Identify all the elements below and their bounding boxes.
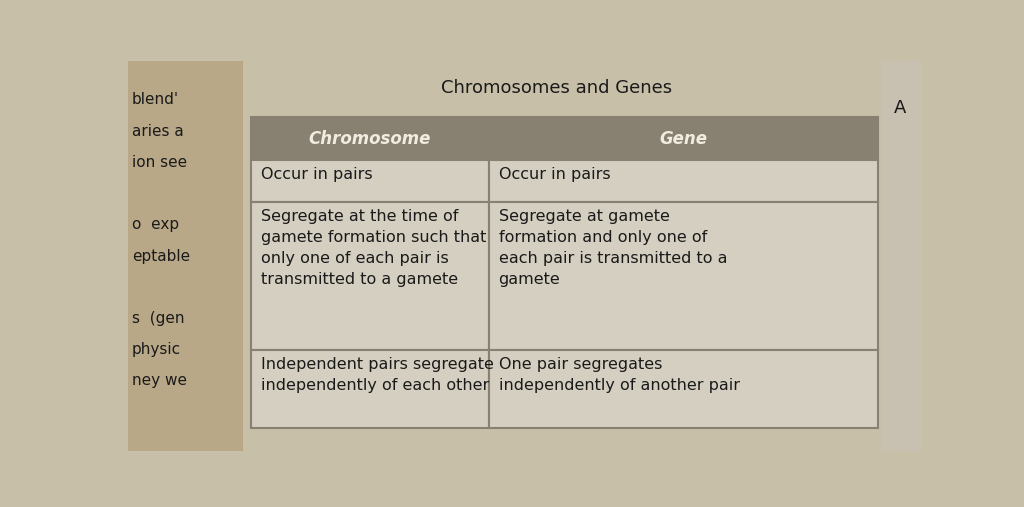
Text: Chromosome: Chromosome [309, 130, 431, 148]
Text: Occur in pairs: Occur in pairs [260, 167, 372, 182]
Text: ion see: ion see [132, 155, 187, 170]
Text: aries a: aries a [132, 124, 183, 138]
Bar [251, 202, 489, 350]
Text: Occur in pairs: Occur in pairs [499, 167, 610, 182]
Bar [128, 61, 243, 451]
Text: o  exp: o exp [132, 218, 179, 232]
Text: ney we: ney we [132, 374, 187, 388]
Bar [489, 160, 878, 202]
Bar [251, 160, 489, 202]
Text: eptable: eptable [132, 248, 190, 264]
Text: Gene: Gene [659, 130, 708, 148]
Text: One pair segregates
independently of another pair: One pair segregates independently of ano… [499, 357, 739, 393]
Bar [489, 350, 878, 428]
Text: Segregate at the time of
gamete formation such that
only one of each pair is
tra: Segregate at the time of gamete formatio… [260, 209, 486, 287]
Text: A: A [894, 99, 906, 117]
Text: s  (gen: s (gen [132, 311, 184, 326]
Text: blend': blend' [132, 92, 179, 107]
Text: Chromosomes and Genes: Chromosomes and Genes [441, 79, 672, 97]
Bar [489, 118, 878, 160]
Bar [251, 118, 489, 160]
Text: Segregate at gamete
formation and only one of
each pair is transmitted to a
game: Segregate at gamete formation and only o… [499, 209, 727, 287]
Text: Independent pairs segregate
independently of each other: Independent pairs segregate independentl… [260, 357, 494, 393]
Bar [882, 61, 922, 451]
Bar [489, 202, 878, 350]
Text: physic: physic [132, 342, 181, 357]
Bar [251, 350, 489, 428]
